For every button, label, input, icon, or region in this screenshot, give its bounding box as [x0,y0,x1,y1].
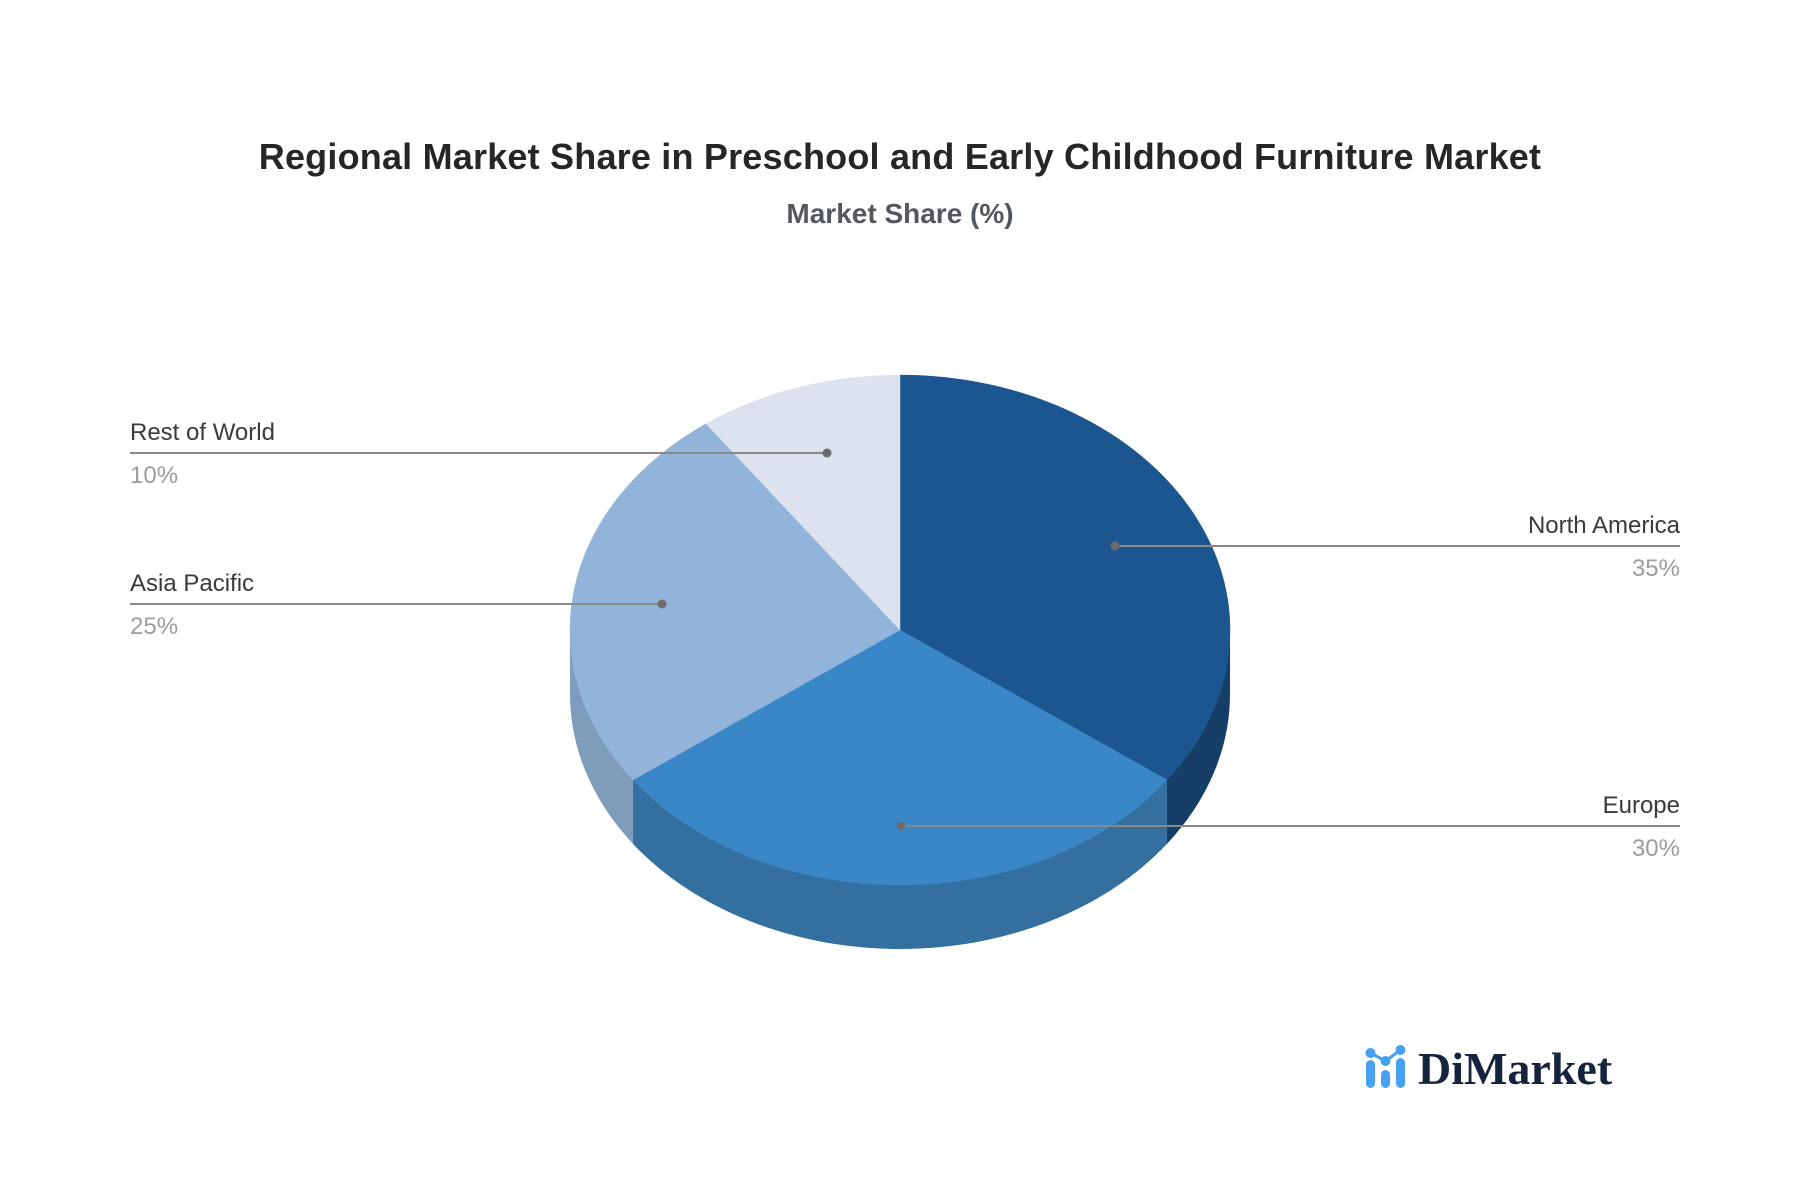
pie-slice-north-america[interactable] [899,374,1231,781]
callout-rest-of-world: Rest of World 10% [130,418,690,490]
slice-value: 10% [130,462,179,489]
chart-title: Regional Market Share in Preschool and E… [258,136,1542,177]
slice-value: 35% [1631,555,1680,582]
pie-slice-side-north-america [1166,630,1230,844]
callout-asia-pacific: Asia Pacific 25% [130,569,690,641]
leader-dot-north-america [1110,541,1120,551]
callout-europe: Europe 30% [1120,791,1680,863]
pie-slice-asia-pacific[interactable] [569,423,901,781]
leader-dot-rest-of-world [822,448,832,458]
slice-label: North America [1527,512,1680,539]
bar-line-chart-icon [1365,1045,1406,1088]
slice-value: 25% [130,613,179,640]
slice-label: Rest of World [130,419,275,446]
pie-slice-side-europe [633,779,1167,949]
slice-label: Asia Pacific [130,570,255,597]
slice-label: Europe [1602,792,1680,819]
brand-name: DiMarket [1418,1043,1613,1094]
leader-dot-europe [896,821,906,831]
pie-slice-rest-of-world[interactable] [705,374,901,631]
callout-north-america: North America 35% [1120,511,1680,583]
slice-value: 30% [1631,835,1680,862]
leader-dot-asia-pacific [657,599,667,609]
chart-subtitle: Market Share (%) [786,198,1014,229]
pie-slice-side-asia-pacific [570,630,634,844]
